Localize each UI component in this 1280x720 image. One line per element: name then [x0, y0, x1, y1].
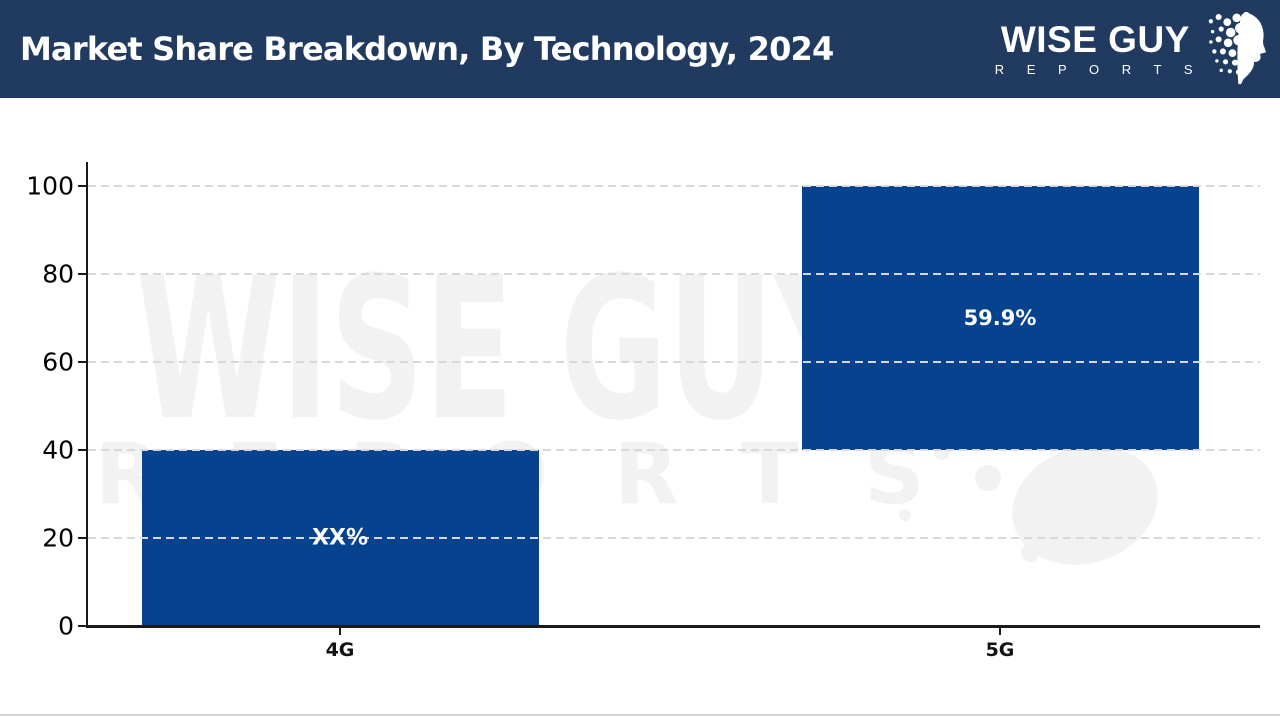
logo-face-icon — [1208, 11, 1266, 85]
x-tick-label-4G: 4G — [325, 639, 355, 661]
x-tick-5G — [999, 628, 1001, 635]
y-tick-20 — [78, 537, 87, 539]
logo-subtitle: R E P O R T S — [994, 61, 1202, 77]
gridline-y100 — [88, 185, 1260, 187]
gridline-y40 — [88, 449, 1260, 451]
gridline-y60 — [88, 361, 1260, 363]
logo-text: WISE GUY R E P O R T S — [989, 19, 1202, 77]
y-tick-label-20: 20 — [42, 523, 74, 553]
wise-guy-reports-logo: WISE GUY R E P O R T S — [989, 8, 1266, 88]
y-axis-spine — [86, 162, 88, 628]
y-tick-label-100: 100 — [26, 171, 74, 201]
footer-divider — [0, 714, 1280, 716]
x-axis-spine — [86, 625, 1260, 628]
chart-title: Market Share Breakdown, By Technology, 2… — [20, 30, 834, 68]
bar-label-4G: XX% — [312, 525, 368, 551]
y-tick-40 — [78, 449, 87, 451]
bar-label-5G: 59.9% — [963, 305, 1037, 330]
header-banner: Market Share Breakdown, By Technology, 2… — [0, 0, 1280, 98]
x-tick-4G — [339, 628, 341, 635]
watermark-face-blob — [899, 444, 1158, 565]
y-tick-60 — [78, 361, 87, 363]
y-tick-label-60: 60 — [42, 347, 74, 377]
gridline-y80 — [88, 273, 1260, 275]
x-tick-label-5G: 5G — [985, 639, 1015, 661]
y-tick-80 — [78, 273, 87, 275]
y-tick-label-80: 80 — [42, 259, 74, 289]
gridline-y20 — [88, 537, 1260, 539]
y-tick-100 — [78, 185, 87, 187]
logo-wordmark: WISE GUY — [1000, 19, 1190, 61]
y-tick-label-40: 40 — [42, 435, 74, 465]
watermark-text-line1: WISE GUY — [136, 236, 870, 464]
bar-5G — [801, 186, 1199, 450]
y-tick-label-0: 0 — [58, 611, 74, 641]
y-tick-0 — [78, 625, 87, 627]
